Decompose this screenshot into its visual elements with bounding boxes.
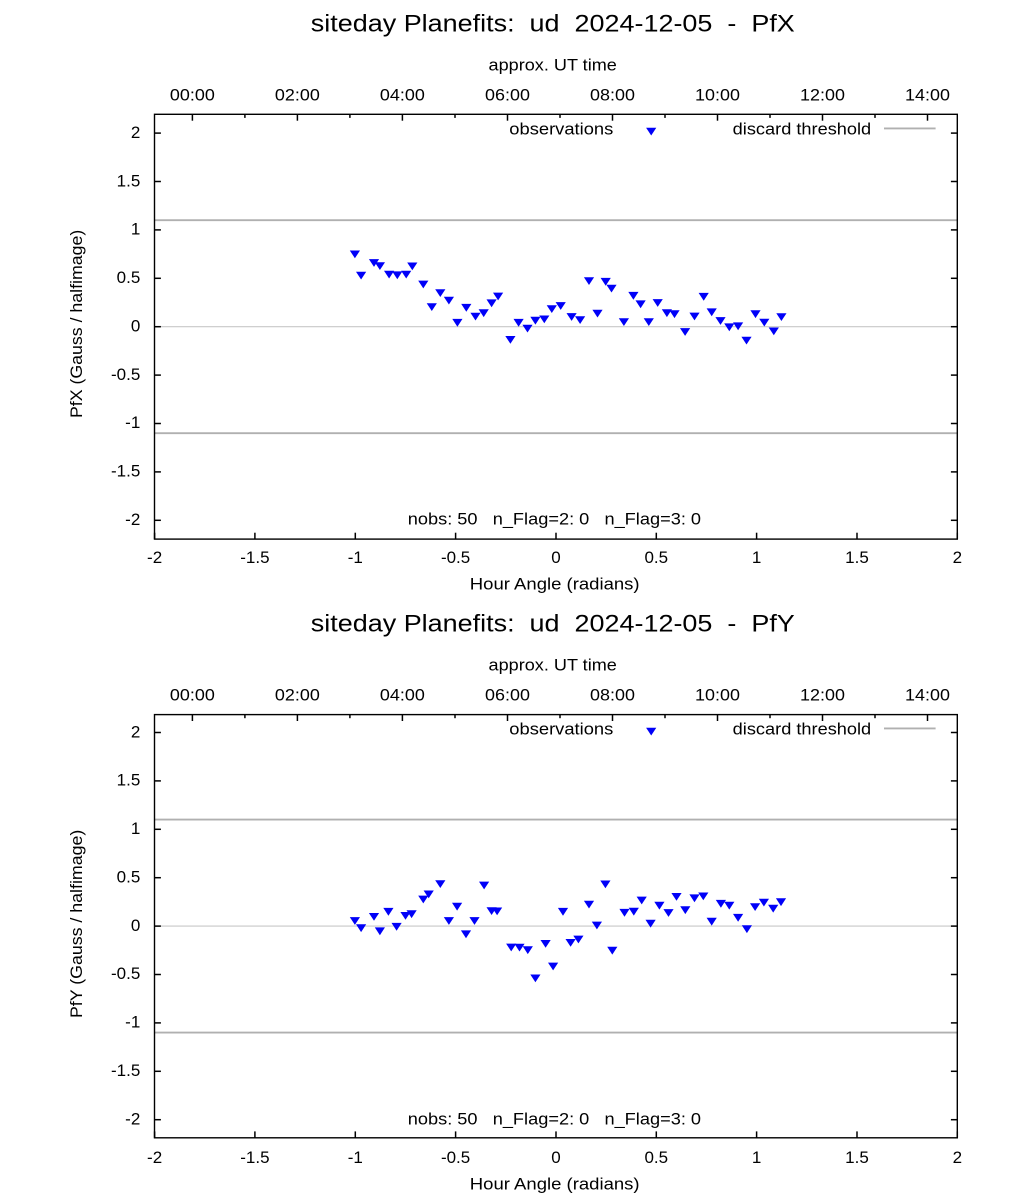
svg-text:12:00: 12:00: [800, 685, 845, 704]
svg-text:PfY (Gauss / halfimage): PfY (Gauss / halfimage): [67, 830, 86, 1018]
svg-text:1.5: 1.5: [117, 771, 141, 790]
svg-text:-2: -2: [125, 510, 140, 529]
svg-text:siteday Planefits: ud 2024-1: siteday Planefits: ud 2024-12-05 - PfX: [311, 11, 795, 38]
svg-text:04:00: 04:00: [380, 685, 425, 704]
svg-text:-1: -1: [125, 1013, 140, 1032]
svg-text:1: 1: [752, 1148, 761, 1167]
svg-text:approx. UT time: approx. UT time: [489, 55, 617, 74]
svg-text:2: 2: [953, 548, 962, 567]
svg-text:0.5: 0.5: [644, 1148, 668, 1167]
svg-text:00:00: 00:00: [170, 85, 215, 104]
svg-text:nobs: 50 n_Flag=2: 0 n_Fla: nobs: 50 n_Flag=2: 0 n_Flag=3: 0: [408, 510, 701, 529]
svg-text:1.5: 1.5: [117, 171, 141, 190]
svg-text:1: 1: [131, 819, 140, 838]
svg-text:-0.5: -0.5: [111, 964, 140, 983]
svg-text:02:00: 02:00: [275, 685, 320, 704]
svg-text:-0.5: -0.5: [441, 548, 470, 567]
svg-text:-1.5: -1.5: [240, 548, 269, 567]
svg-text:-0.5: -0.5: [111, 365, 140, 384]
svg-text:0: 0: [131, 316, 140, 335]
svg-text:08:00: 08:00: [590, 685, 635, 704]
svg-text:-1: -1: [348, 548, 363, 567]
svg-text:0: 0: [551, 548, 560, 567]
svg-text:04:00: 04:00: [380, 85, 425, 104]
svg-text:-1.5: -1.5: [111, 462, 140, 481]
svg-text:00:00: 00:00: [170, 685, 215, 704]
svg-text:1: 1: [131, 220, 140, 239]
svg-text:discard threshold: discard threshold: [733, 720, 872, 739]
svg-text:-2: -2: [147, 548, 162, 567]
svg-text:1.5: 1.5: [845, 548, 869, 567]
svg-text:10:00: 10:00: [695, 685, 740, 704]
svg-text:14:00: 14:00: [905, 85, 950, 104]
svg-text:-1: -1: [348, 1148, 363, 1167]
svg-text:0.5: 0.5: [117, 268, 141, 287]
svg-text:observations: observations: [509, 120, 613, 139]
svg-text:0.5: 0.5: [644, 548, 668, 567]
svg-text:10:00: 10:00: [695, 85, 740, 104]
svg-text:2: 2: [131, 722, 140, 741]
svg-text:-1: -1: [125, 413, 140, 432]
svg-text:Hour Angle (radians): Hour Angle (radians): [470, 1174, 640, 1193]
svg-text:1: 1: [752, 548, 761, 567]
svg-text:observations: observations: [509, 720, 613, 739]
svg-text:0: 0: [551, 1148, 560, 1167]
svg-text:12:00: 12:00: [800, 85, 845, 104]
svg-text:PfX (Gauss / halfimage): PfX (Gauss / halfimage): [67, 230, 86, 418]
svg-text:-1.5: -1.5: [111, 1061, 140, 1080]
svg-text:0.5: 0.5: [117, 868, 141, 887]
svg-text:discard threshold: discard threshold: [733, 120, 872, 139]
svg-text:-2: -2: [125, 1109, 140, 1128]
svg-text:06:00: 06:00: [485, 685, 530, 704]
svg-text:-2: -2: [147, 1148, 162, 1167]
svg-text:-0.5: -0.5: [441, 1148, 470, 1167]
svg-text:nobs: 50 n_Flag=2: 0 n_Fla: nobs: 50 n_Flag=2: 0 n_Flag=3: 0: [408, 1110, 701, 1129]
svg-text:08:00: 08:00: [590, 85, 635, 104]
svg-text:02:00: 02:00: [275, 85, 320, 104]
svg-text:approx. UT time: approx. UT time: [489, 655, 617, 674]
svg-text:-1.5: -1.5: [240, 1148, 269, 1167]
svg-text:2: 2: [131, 123, 140, 142]
svg-text:06:00: 06:00: [485, 85, 530, 104]
svg-text:Hour Angle (radians): Hour Angle (radians): [470, 574, 640, 593]
svg-text:1.5: 1.5: [845, 1148, 869, 1167]
svg-text:2: 2: [953, 1148, 962, 1167]
svg-text:14:00: 14:00: [905, 685, 950, 704]
svg-text:siteday Planefits: ud 2024-1: siteday Planefits: ud 2024-12-05 - PfY: [311, 611, 795, 638]
svg-text:0: 0: [131, 916, 140, 935]
